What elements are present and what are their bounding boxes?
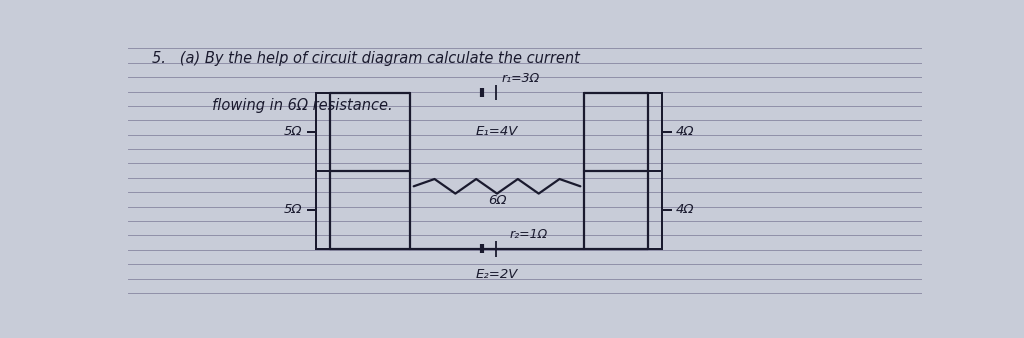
Text: 4Ω: 4Ω <box>676 203 694 216</box>
Text: 4Ω: 4Ω <box>676 125 694 138</box>
Text: r₁=3Ω: r₁=3Ω <box>502 72 540 85</box>
Text: 5.   (a) By the help of circuit diagram calculate the current: 5. (a) By the help of circuit diagram ca… <box>152 51 580 66</box>
Text: flowing in 6Ω resistance.: flowing in 6Ω resistance. <box>152 98 392 113</box>
Text: E₂=2V: E₂=2V <box>476 268 518 281</box>
Text: r₂=1Ω: r₂=1Ω <box>510 228 548 241</box>
Text: E₁=4V: E₁=4V <box>476 125 518 138</box>
Text: 6Ω: 6Ω <box>487 194 506 207</box>
Text: 5Ω: 5Ω <box>284 125 303 138</box>
Text: 5Ω: 5Ω <box>284 203 303 216</box>
